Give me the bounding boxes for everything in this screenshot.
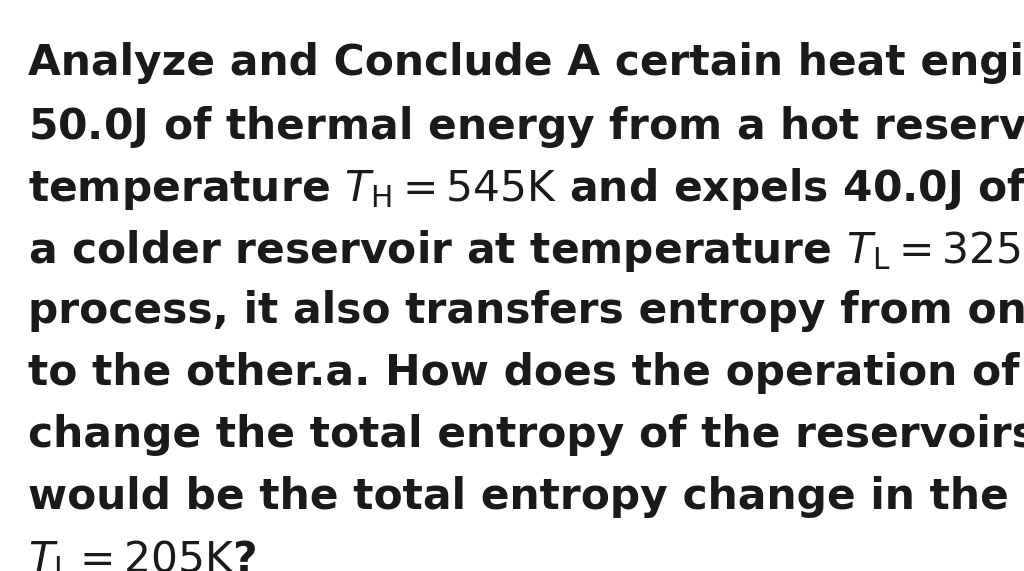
Text: $\mathsf{\mathbf{50.0J}}$ of thermal energy from a hot reservoir at: $\mathsf{\mathbf{50.0J}}$ of thermal ene… (28, 104, 1024, 150)
Text: Analyze and Conclude A certain heat engine removes: Analyze and Conclude A certain heat engi… (28, 42, 1024, 84)
Text: a colder reservoir at temperature $\mathit{T}_{\mathsf{L}} = \mathsf{325K}$. In : a colder reservoir at temperature $\math… (28, 228, 1024, 274)
Text: would be the total entropy change in the reservoirs if: would be the total entropy change in the… (28, 476, 1024, 518)
Text: to the other.a. How does the operation of the engine: to the other.a. How does the operation o… (28, 352, 1024, 394)
Text: temperature $\mathit{T}_{\mathsf{H}} = \mathsf{545K}$ and expels $\mathsf{\mathb: temperature $\mathit{T}_{\mathsf{H}} = \… (28, 166, 1024, 212)
Text: $\mathit{T}_{\mathsf{L}} = \mathsf{205K}$?: $\mathit{T}_{\mathsf{L}} = \mathsf{205K}… (28, 538, 256, 571)
Text: process, it also transfers entropy from one reservoir: process, it also transfers entropy from … (28, 290, 1024, 332)
Text: change the total entropy of the reservoirs?b. What: change the total entropy of the reservoi… (28, 414, 1024, 456)
